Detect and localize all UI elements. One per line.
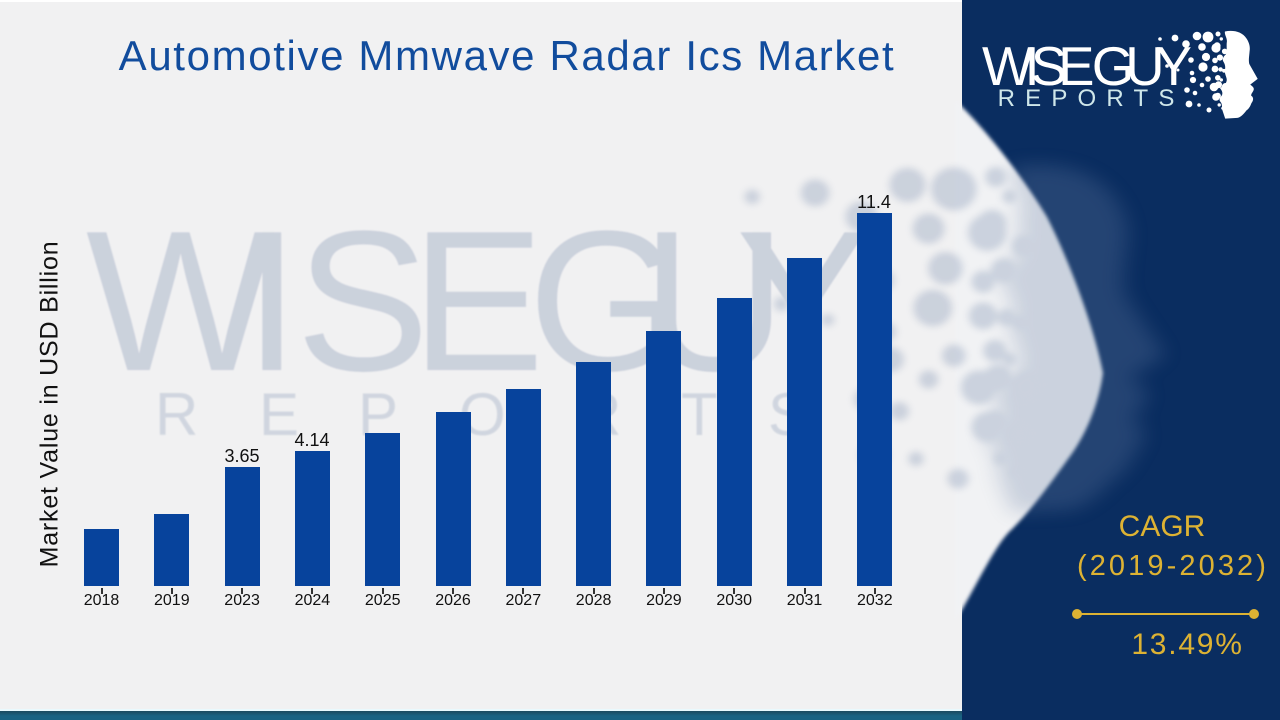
svg-text:REPORTS: REPORTS xyxy=(998,85,1185,112)
svg-text:S: S xyxy=(296,190,429,413)
svg-text:I: I xyxy=(244,190,300,413)
svg-text:E: E xyxy=(411,190,544,413)
svg-text:T: T xyxy=(681,381,718,448)
svg-text:WISE GUY: WISE GUY xyxy=(982,36,1192,97)
svg-text:E: E xyxy=(259,381,299,448)
svg-text:W: W xyxy=(86,190,275,413)
svg-text:R: R xyxy=(155,381,198,448)
